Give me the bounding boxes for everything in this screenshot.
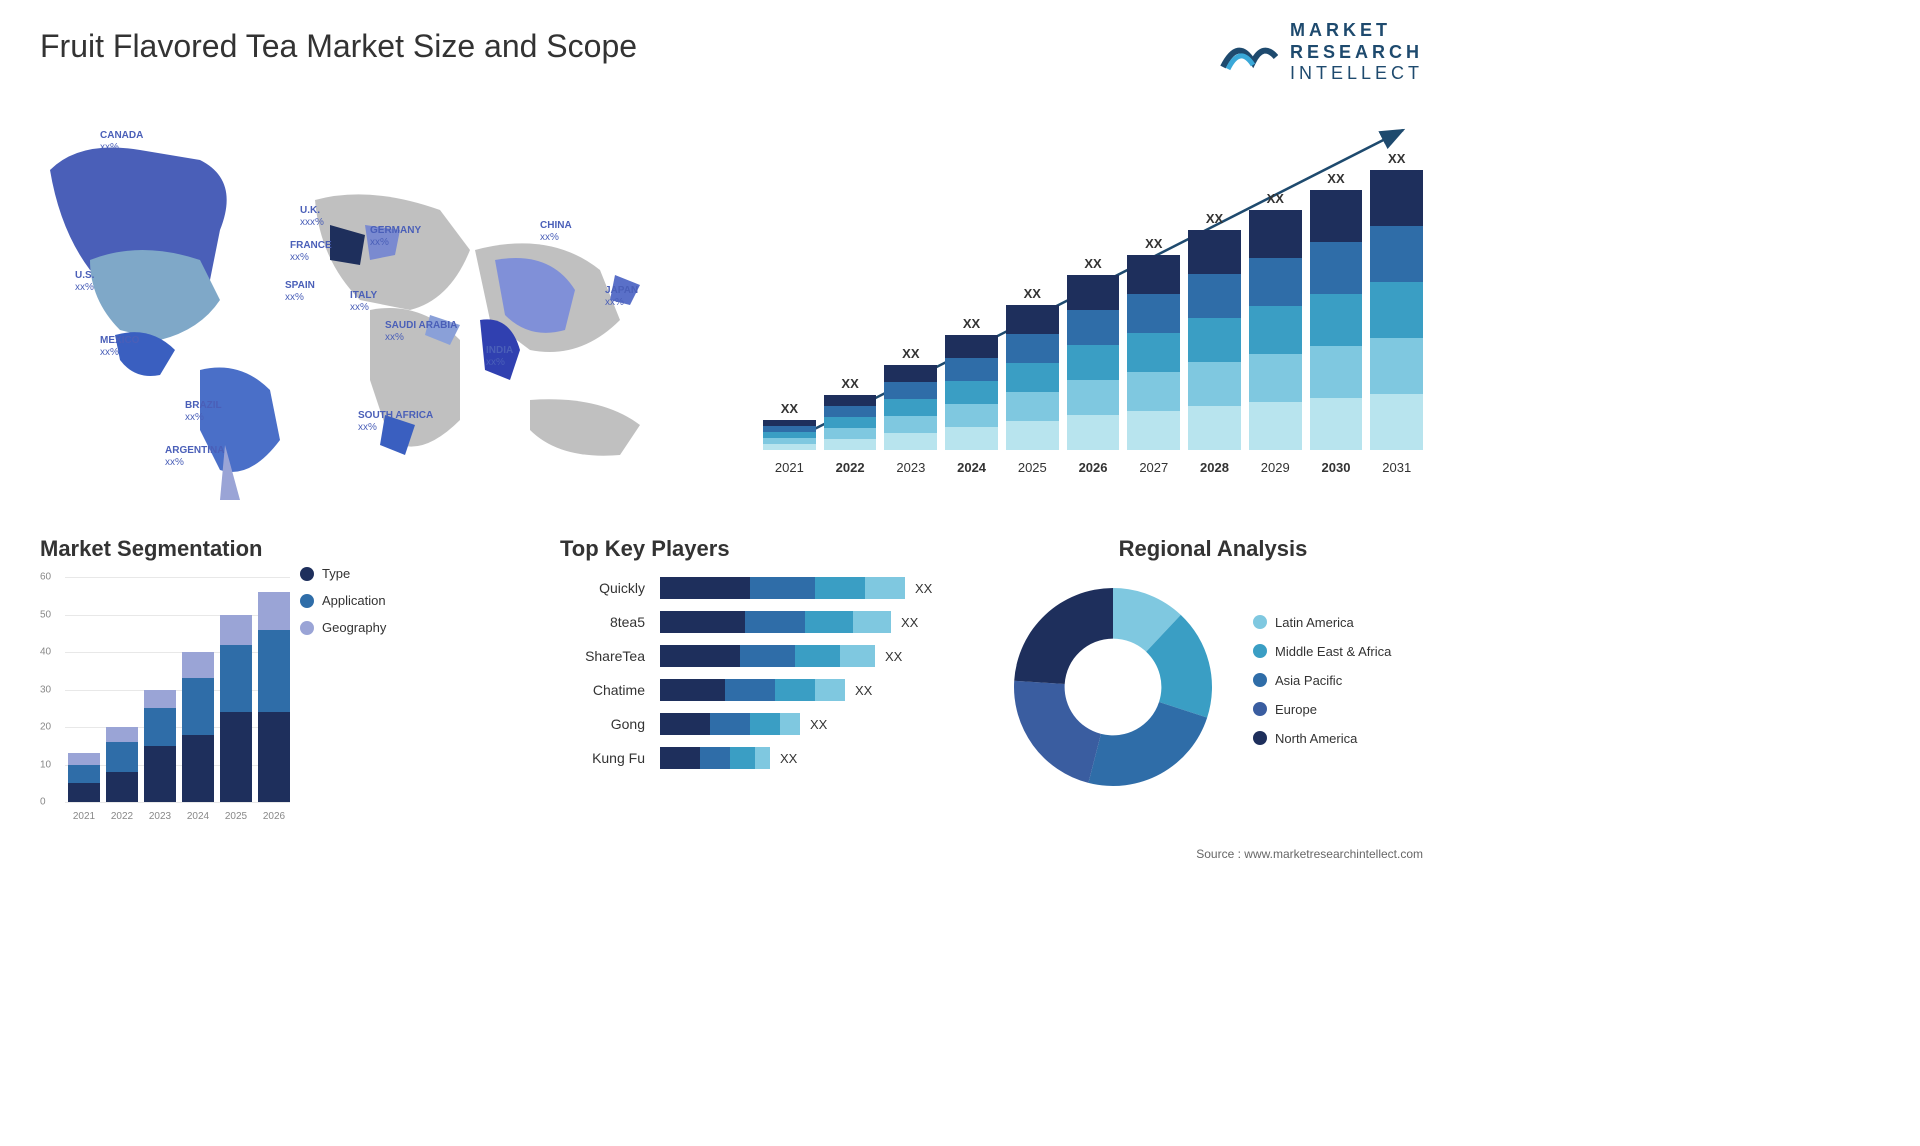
seg-bar	[182, 652, 214, 802]
map-country-label: BRAZILxx%	[185, 400, 222, 424]
main-bar: XX	[1006, 286, 1059, 450]
map-country-label: CANADAxx%	[100, 130, 143, 154]
logo-text: MARKET RESEARCH INTELLECT	[1290, 20, 1423, 85]
main-bar: XX	[1249, 191, 1302, 450]
legend-item: Geography	[300, 620, 386, 635]
main-bar: XX	[1067, 256, 1120, 450]
map-country-label: SOUTH AFRICAxx%	[358, 410, 433, 434]
seg-bar	[144, 690, 176, 803]
map-country-label: CHINAxx%	[540, 220, 572, 244]
main-bar: XX	[945, 316, 998, 450]
regional-legend: Latin America Middle East & Africa Asia Pa…	[1253, 615, 1391, 760]
legend-item: North America	[1253, 731, 1391, 746]
map-country-label: JAPANxx%	[605, 285, 638, 309]
player-row: ChatimeXX	[560, 679, 980, 701]
player-row: GongXX	[560, 713, 980, 735]
map-country-label: MEXICOxx%	[100, 335, 139, 359]
segmentation-title: Market Segmentation	[40, 536, 440, 562]
map-country-label: ARGENTINAxx%	[165, 445, 224, 469]
main-bar: XX	[1370, 151, 1423, 450]
main-bar: XX	[884, 346, 937, 450]
world-map: CANADAxx% U.S.xx% MEXICOxx% BRAZILxx% ARGENT…	[20, 100, 700, 500]
page-title: Fruit Flavored Tea Market Size and Scope	[40, 28, 637, 65]
main-bar: XX	[1127, 236, 1180, 450]
donut-slice	[1088, 702, 1207, 786]
main-bar-chart: XXXXXXXXXXXXXXXXXXXXXX 20212022202320242…	[763, 110, 1423, 480]
players-title: Top Key Players	[560, 536, 980, 562]
map-country-label: U.K.xxx%	[300, 205, 324, 229]
map-country-label: ITALYxx%	[350, 290, 377, 314]
segmentation-legend: Type Application Geography	[300, 566, 386, 647]
seg-bar	[68, 753, 100, 802]
segmentation-section: Market Segmentation 0102030405060 202120…	[40, 536, 440, 827]
map-country-label: GERMANYxx%	[370, 225, 421, 249]
seg-bar	[106, 727, 138, 802]
main-bar: XX	[824, 376, 877, 450]
map-country-label: INDIAxx%	[486, 345, 513, 369]
players-chart: QuicklyXX 8tea5XX ShareTeaXX ChatimeXX GongX…	[560, 577, 980, 769]
segmentation-chart: 0102030405060 202120222023202420252026	[40, 577, 290, 827]
legend-item: Latin America	[1253, 615, 1391, 630]
player-row: QuicklyXX	[560, 577, 980, 599]
main-bar: XX	[1310, 171, 1363, 450]
regional-title: Regional Analysis	[1003, 536, 1423, 562]
players-section: Top Key Players QuicklyXX 8tea5XX ShareTea…	[560, 536, 980, 781]
player-row: 8tea5XX	[560, 611, 980, 633]
map-country-label: U.S.xx%	[75, 270, 94, 294]
regional-section: Regional Analysis Latin America Middle Ea…	[1003, 536, 1423, 797]
player-row: Kung FuXX	[560, 747, 980, 769]
map-country-label: SPAINxx%	[285, 280, 315, 304]
logo-swoosh-icon	[1218, 27, 1278, 77]
main-bar: XX	[1188, 211, 1241, 450]
map-country-label: SAUDI ARABIAxx%	[385, 320, 457, 344]
main-bar: XX	[763, 401, 816, 450]
seg-bar	[258, 592, 290, 802]
legend-item: Asia Pacific	[1253, 673, 1391, 688]
source-label: Source : www.marketresearchintellect.com	[1196, 847, 1423, 861]
donut-slice	[1014, 681, 1101, 783]
seg-bar	[220, 615, 252, 803]
legend-item: Type	[300, 566, 386, 581]
legend-item: Application	[300, 593, 386, 608]
legend-item: Europe	[1253, 702, 1391, 717]
player-row: ShareTeaXX	[560, 645, 980, 667]
regional-donut-chart	[1003, 577, 1223, 797]
donut-slice	[1014, 588, 1113, 684]
map-country-label: FRANCExx%	[290, 240, 332, 264]
brand-logo: MARKET RESEARCH INTELLECT	[1218, 20, 1423, 85]
legend-item: Middle East & Africa	[1253, 644, 1391, 659]
